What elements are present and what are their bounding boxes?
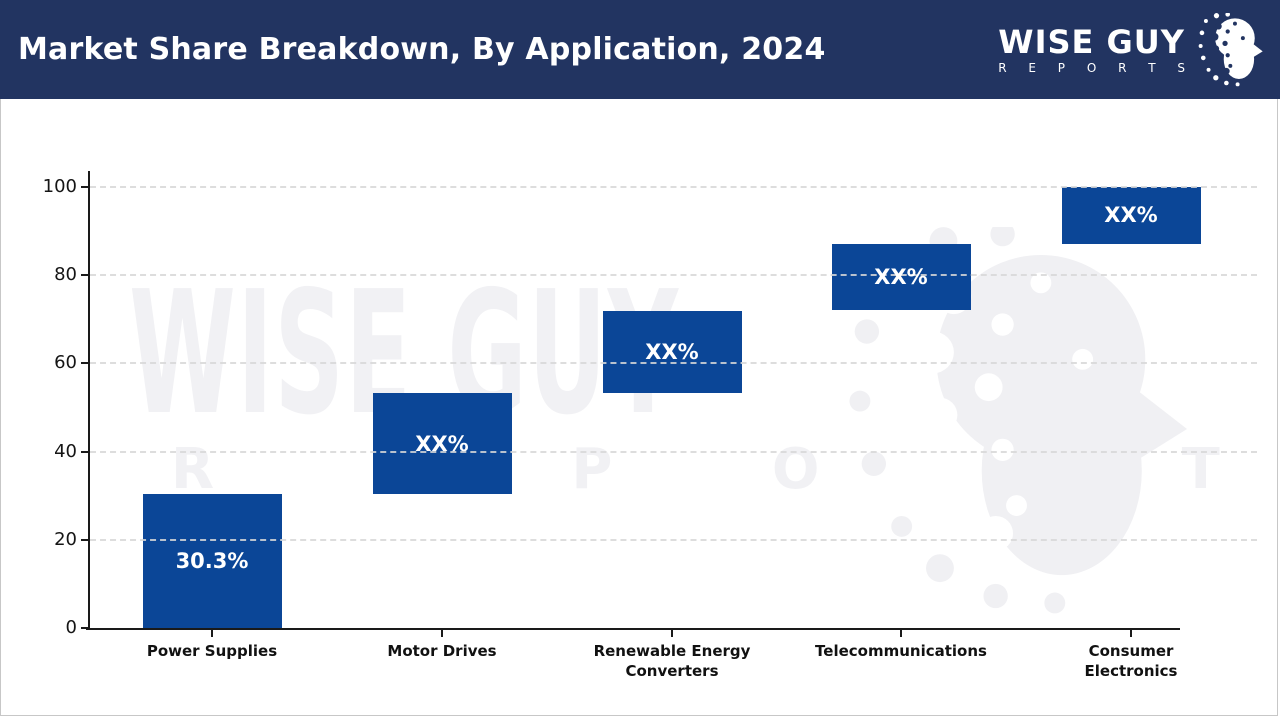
logo-subtitle: R E P O R T S [998,60,1194,75]
bar-value-label: XX% [645,340,699,365]
category-label: Renewable Energy Converters [593,642,751,680]
wise-guy-logo: WISE GUY R E P O R T S [989,0,1264,99]
y-tick-20 [81,538,89,541]
category-label: Power Supplies [146,642,278,660]
logo-text: WISE GUY R E P O R T S [989,25,1194,75]
bar-segment [372,393,512,495]
bar-segment [831,243,971,311]
x-axis-line [86,628,1180,630]
y-axis-line [88,171,90,630]
category-label: Motor Drives [387,642,497,660]
wise-guy-head-icon [1198,12,1263,86]
x-tick [211,630,213,637]
page-title: Market Share Breakdown, By Application, … [18,32,826,67]
y-tick-label-20: 20 [54,528,77,550]
y-tick-label-60: 60 [54,352,77,374]
y-tick-40 [81,450,89,453]
y-tick-0 [81,627,89,629]
bar-value-label: XX% [415,431,469,456]
bar-segment [142,494,282,628]
bar-segment [602,310,742,394]
x-tick [900,630,902,637]
bar-value-label: XX% [1104,203,1158,228]
x-tick [671,630,673,637]
y-tick-80 [81,274,89,277]
gridline-60 [90,362,1257,365]
gridline-40 [90,450,1257,453]
x-tick [441,630,443,637]
x-tick [1130,630,1132,637]
y-tick-label-40: 40 [54,440,77,462]
y-tick-label-100: 100 [42,176,77,197]
category-label: Telecommunications [815,642,987,660]
bar-value-label: 30.3% [175,549,249,574]
category-label: Consumer Electronics [1084,642,1178,680]
logo-name: WISE GUY [998,22,1185,61]
chart-area: WISE GUY R E P O R T S 02040608010030.3%… [0,99,1278,716]
bar-value-label: XX% [874,265,928,290]
gridline-80 [90,274,1257,277]
gridline-20 [90,538,1257,541]
report-header: Market Share Breakdown, By Application, … [0,0,1280,99]
y-tick-label-80: 80 [54,264,77,286]
gridline-100 [90,186,1257,188]
y-tick-label-0: 0 [65,617,77,638]
y-tick-60 [81,362,89,365]
y-tick-100 [81,186,89,188]
bar-segment [1061,187,1201,244]
